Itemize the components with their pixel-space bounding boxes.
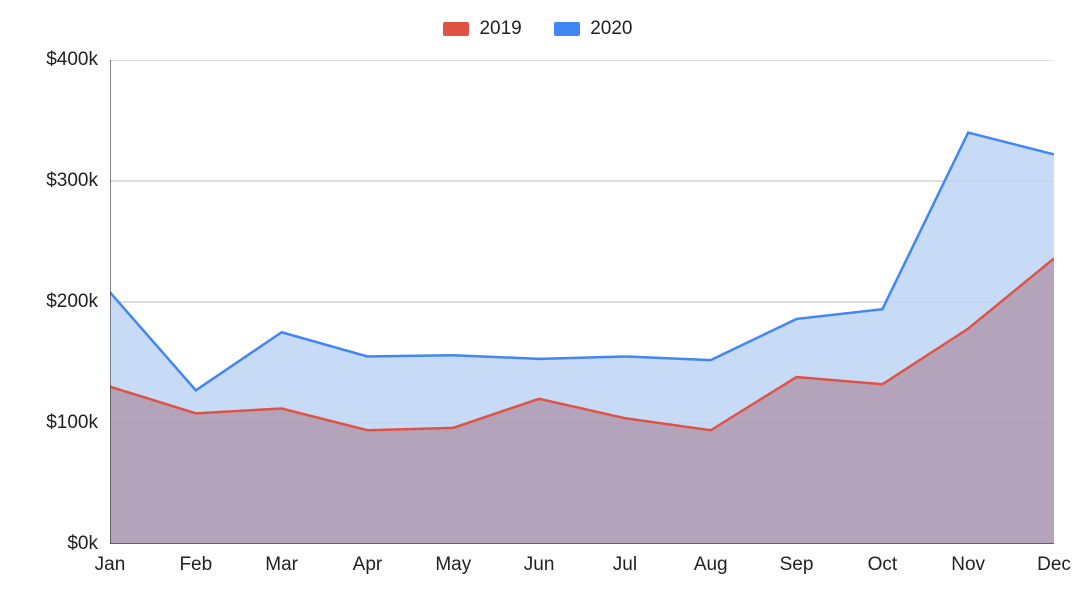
chart-legend: 2019 2020 bbox=[0, 18, 1076, 41]
legend-swatch-2019 bbox=[443, 22, 469, 36]
chart-svg bbox=[110, 60, 1054, 544]
y-tick-label: $200k bbox=[46, 291, 98, 313]
x-tick-label: Feb bbox=[179, 554, 212, 576]
x-tick-label: Nov bbox=[951, 554, 985, 576]
revenue-area-chart: 2019 2020 $0k $100k $200k $300k $400k bbox=[0, 0, 1076, 594]
x-tick-label: Dec bbox=[1037, 554, 1071, 576]
legend-swatch-2020 bbox=[554, 22, 580, 36]
x-tick-label: Jan bbox=[95, 554, 126, 576]
legend-label-2019: 2019 bbox=[479, 18, 521, 40]
legend-item-2019: 2019 bbox=[443, 18, 521, 40]
y-tick-label: $0k bbox=[67, 533, 98, 555]
y-tick-label: $400k bbox=[46, 49, 98, 71]
x-tick-label: Sep bbox=[780, 554, 814, 576]
legend-item-2020: 2020 bbox=[554, 18, 632, 40]
x-tick-label: Mar bbox=[265, 554, 298, 576]
y-tick-label: $100k bbox=[46, 412, 98, 434]
x-tick-label: Oct bbox=[868, 554, 898, 576]
plot-area bbox=[110, 60, 1054, 544]
x-tick-label: May bbox=[435, 554, 471, 576]
x-tick-label: Apr bbox=[353, 554, 383, 576]
x-tick-label: Aug bbox=[694, 554, 728, 576]
y-tick-label: $300k bbox=[46, 170, 98, 192]
legend-label-2020: 2020 bbox=[590, 18, 632, 40]
x-tick-label: Jul bbox=[613, 554, 637, 576]
x-tick-label: Jun bbox=[524, 554, 555, 576]
